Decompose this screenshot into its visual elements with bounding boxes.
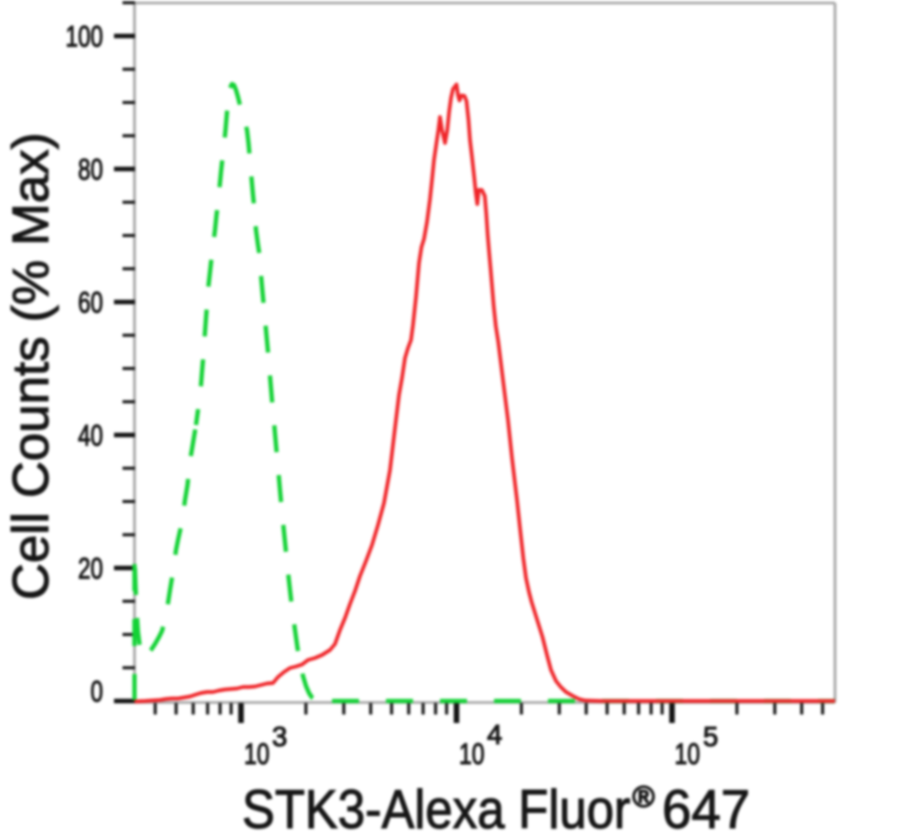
svg-text:0: 0 [90,674,103,708]
svg-text:Cell Counts (% Max): Cell Counts (% Max) [2,132,59,600]
svg-text:60: 60 [78,285,103,319]
svg-text:100: 100 [65,19,103,53]
svg-text:4: 4 [487,719,502,750]
svg-text:10: 10 [675,737,701,770]
svg-text:10: 10 [244,737,270,770]
svg-text:®: ® [633,781,655,814]
svg-text:647: 647 [662,779,750,840]
svg-text:STK3-Alexa Fluor: STK3-Alexa Fluor [242,780,630,840]
svg-text:10: 10 [459,737,485,770]
svg-text:5: 5 [703,721,718,752]
svg-text:80: 80 [78,152,103,186]
svg-text:20: 20 [78,551,103,585]
svg-text:40: 40 [78,418,103,452]
svg-text:3: 3 [272,721,287,752]
